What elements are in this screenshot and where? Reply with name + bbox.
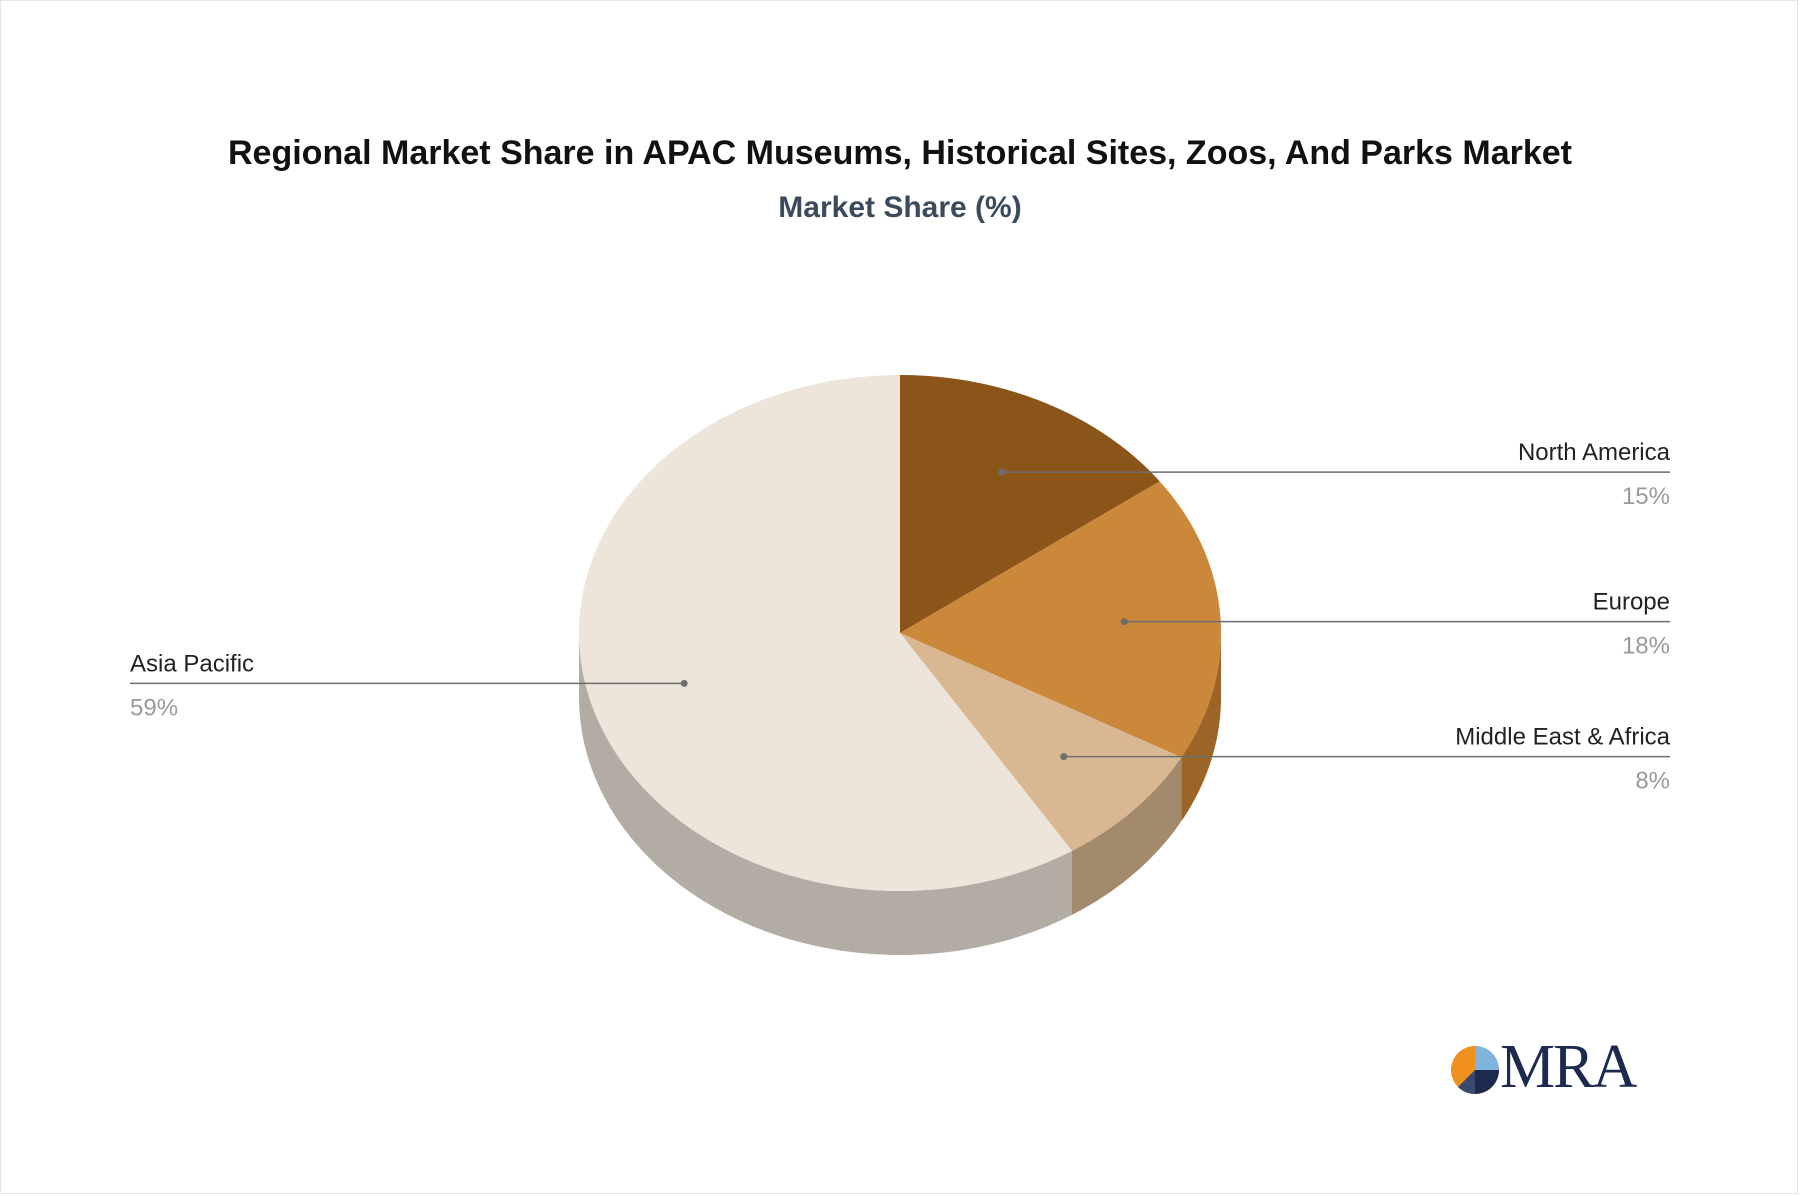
pie-slice-north-america[interactable] xyxy=(900,375,1160,633)
slice-label-asia-pacific: Asia Pacific xyxy=(130,650,254,677)
mra-logo: MRA xyxy=(1450,1036,1640,1100)
pie-slice-asia-pacific[interactable] xyxy=(579,375,1073,891)
slice-label-north-america: North America xyxy=(1518,439,1671,466)
pie-sides xyxy=(579,633,1221,955)
slice-value-asia-pacific: 59% xyxy=(130,694,178,721)
pie-slices xyxy=(579,375,1221,891)
slice-value-europe: 18% xyxy=(1622,633,1670,660)
chart-title: Regional Market Share in APAC Museums, H… xyxy=(228,134,1572,172)
slice-value-north-america: 15% xyxy=(1622,483,1670,510)
pie-side-europe xyxy=(1181,633,1221,822)
slice-label-middle-east-africa: Middle East & Africa xyxy=(1455,724,1670,751)
chart-subtitle: Market Share (%) xyxy=(778,191,1022,224)
pie-callouts: North America 15% Europe 18% Middle East & A… xyxy=(130,439,1671,795)
pie-side-middle-east-africa xyxy=(1072,757,1182,915)
pie-slice-middle-east-africa[interactable] xyxy=(900,633,1182,851)
slice-label-europe: Europe xyxy=(1593,589,1670,616)
callout-dot-north-america xyxy=(998,468,1006,476)
callout-dot-middle-east-africa xyxy=(1060,753,1068,761)
callout-dot-asia-pacific xyxy=(680,679,688,687)
pie-side-asia-pacific xyxy=(579,633,1073,955)
pie-slice-europe[interactable] xyxy=(900,481,1221,758)
slice-value-middle-east-africa: 8% xyxy=(1635,768,1670,795)
mra-logo-icon xyxy=(1451,1046,1499,1095)
logo-text: MRA xyxy=(1500,1033,1637,1101)
callout-dot-europe xyxy=(1120,618,1128,626)
